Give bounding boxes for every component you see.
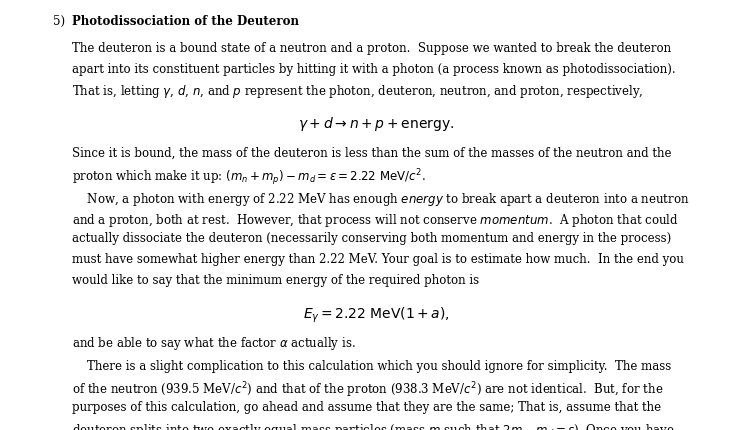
- Text: Photodissociation of the Deuteron: Photodissociation of the Deuteron: [72, 15, 298, 28]
- Text: $E_\gamma = 2.22\ \mathrm{MeV}(1 + a),$: $E_\gamma = 2.22\ \mathrm{MeV}(1 + a),$: [303, 305, 450, 324]
- Text: deuteron splits into two exactly equal mass particles (mass $m$ such that $2m - : deuteron splits into two exactly equal m…: [72, 421, 675, 430]
- Text: and be able to say what the factor $\alpha$ actually is.: and be able to say what the factor $\alp…: [72, 334, 355, 351]
- Text: The deuteron is a bound state of a neutron and a proton.  Suppose we wanted to b: The deuteron is a bound state of a neutr…: [72, 42, 671, 55]
- Text: purposes of this calculation, go ahead and assume that they are the same; That i: purposes of this calculation, go ahead a…: [72, 400, 660, 413]
- Text: 5): 5): [53, 15, 65, 28]
- Text: Since it is bound, the mass of the deuteron is less than the sum of the masses o: Since it is bound, the mass of the deute…: [72, 146, 671, 159]
- Text: Now, a photon with energy of 2.22 MeV has enough $\mathit{energy}$ to break apar: Now, a photon with energy of 2.22 MeV ha…: [72, 190, 689, 207]
- Text: would like to say that the minimum energy of the required photon is: would like to say that the minimum energ…: [72, 273, 479, 286]
- Text: apart into its constituent particles by hitting it with a photon (a process know: apart into its constituent particles by …: [72, 62, 675, 76]
- Text: and a proton, both at rest.  However, that process will not conserve $\mathit{mo: and a proton, both at rest. However, tha…: [72, 211, 678, 228]
- Text: There is a slight complication to this calculation which you should ignore for s: There is a slight complication to this c…: [72, 359, 671, 372]
- Text: must have somewhat higher energy than 2.22 MeV. Your goal is to estimate how muc: must have somewhat higher energy than 2.…: [72, 252, 684, 265]
- Text: proton which make it up: $(m_n + m_p) - m_d = \epsilon = 2.22\ \mathrm{MeV}/c^2$: proton which make it up: $(m_n + m_p) - …: [72, 167, 425, 187]
- Text: of the neutron (939.5 MeV/$c^2$) and that of the proton (938.3 MeV/$c^2$) are no: of the neutron (939.5 MeV/$c^2$) and tha…: [72, 379, 663, 399]
- Text: actually dissociate the deuteron (necessarily conserving both momentum and energ: actually dissociate the deuteron (necess…: [72, 232, 671, 245]
- Text: $\gamma + d \rightarrow n + p + \mathrm{energy}.$: $\gamma + d \rightarrow n + p + \mathrm{…: [298, 115, 455, 133]
- Text: That is, letting $\gamma$, $d$, $n$, and $p$ represent the photon, deuteron, neu: That is, letting $\gamma$, $d$, $n$, and…: [72, 83, 643, 100]
